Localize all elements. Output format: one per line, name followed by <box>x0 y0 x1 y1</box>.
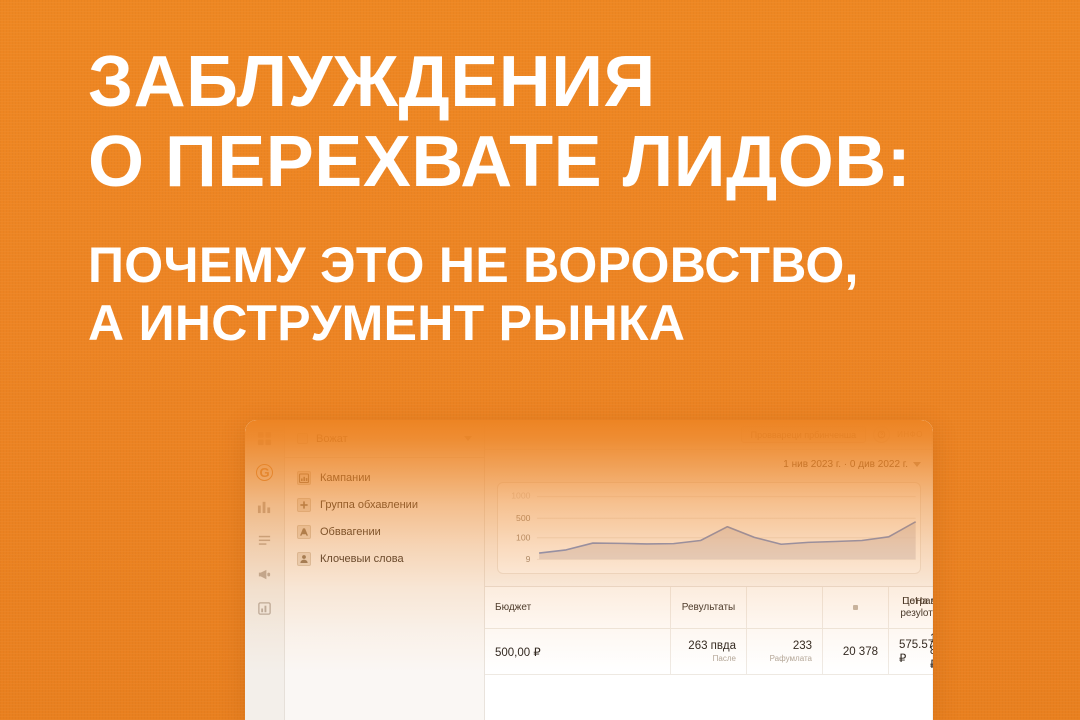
top-toolbar: Проввареци прбинченша ИНФО <box>485 420 933 450</box>
nav-item-campaigns[interactable]: Кампании <box>285 464 484 491</box>
cost-value: 575.57 ₽ <box>899 638 933 665</box>
preview-button[interactable]: Проввареци прбинченша <box>740 426 867 443</box>
y-tick-label: 100 <box>516 534 531 543</box>
subheadline-line-2: А ИНСТРУМЕНТ РЫНКА <box>88 295 686 351</box>
grid-icon[interactable] <box>256 430 273 447</box>
cell-results-1: 263 пвда Пасле <box>671 629 747 674</box>
th-cost-per-result[interactable]: ЦеНа за резуlотат <box>889 587 933 628</box>
help-circle-icon[interactable] <box>873 426 891 443</box>
nav-list: Кампании Группа обхавлении Обввагении <box>285 458 484 572</box>
metrics-table: Бюджет Ревультаты ЦеНа за резуlотат Потр <box>485 586 933 720</box>
th-label: Потраменняа <box>902 595 933 607</box>
ad-icon <box>297 524 311 539</box>
account-avatar <box>297 433 308 444</box>
main-column: Проввареци прбинченша ИНФО 1 нив 2023 г.… <box>485 420 933 720</box>
cell-cost-per-result: 575.57 ₽ <box>889 629 933 674</box>
plus-square-icon <box>297 497 311 512</box>
date-range-value[interactable]: 1 нив 2023 г. · 0 див 2022 г. <box>783 458 908 470</box>
table-empty-row <box>485 675 933 715</box>
results-sublabel: Рафумлата <box>769 654 812 663</box>
nav-item-ads[interactable]: Обввагении <box>285 518 484 545</box>
y-tick-label: 9 <box>526 556 531 565</box>
sort-icon <box>853 605 858 610</box>
chart-card: 1000 500 100 9 <box>497 482 921 574</box>
subheadline-line-1: ПОЧЕМУ ЭТО НЕ ВОРОВСТВО, <box>88 237 859 293</box>
report-icon[interactable] <box>256 600 273 617</box>
chevron-down-icon[interactable] <box>913 461 921 467</box>
th-label: Ревультаты <box>681 601 736 613</box>
results-value: 263 пвда <box>688 640 736 652</box>
account-name: Вожат <box>316 432 348 445</box>
account-selector[interactable]: Вожат <box>285 420 484 458</box>
table-row[interactable]: 500,00 ₽ 263 пвда Пасле 233 Рафумлата 20… <box>485 629 933 675</box>
nav-label: Кампании <box>320 471 371 484</box>
cell-results-3: 20 378 <box>823 629 889 674</box>
y-tick-label: 1000 <box>511 492 531 501</box>
date-range-bar: 1 нив 2023 г. · 0 див 2022 г. <box>485 450 933 478</box>
results-value: 233 <box>792 640 812 652</box>
th-budget[interactable]: Бюджет <box>485 587 671 628</box>
th-sort-indicator[interactable] <box>823 587 889 628</box>
nav-label: Группа обхавлении <box>320 498 418 511</box>
headline-line-1: ЗАБЛУЖДЕНИЯ <box>88 42 656 122</box>
cell-results-2: 233 Рафумлата <box>747 629 823 674</box>
results-sublabel: Пасле <box>712 654 736 663</box>
th-label: Бюджет <box>495 601 532 613</box>
table-header-row: Бюджет Ревультаты ЦеНа за резуlотат Потр <box>485 587 933 629</box>
spent-value: 187 805.44 ₽ <box>930 633 933 671</box>
headline-line-2: О ПЕРЕХВАТЕ ЛИДОВ: <box>88 122 912 202</box>
nav-label: Клочевыи слова <box>320 552 404 565</box>
icon-rail[interactable]: G <box>245 420 285 720</box>
nav-label: Обввагении <box>320 525 381 538</box>
y-tick-label: 500 <box>516 515 531 524</box>
budget-value: 500,00 ₽ <box>495 646 541 659</box>
dashboard-mockup: G Вожат <box>245 420 933 720</box>
dashboard-surface: G Вожат <box>245 420 933 720</box>
chevron-down-icon[interactable] <box>464 436 472 441</box>
performance-area-chart: 1000 500 100 9 <box>511 492 917 565</box>
nav-item-adgroups[interactable]: Группа обхавлении <box>285 491 484 518</box>
impressions-value: 20 378 <box>842 645 878 658</box>
user-chip[interactable]: ИНФО <box>897 430 923 439</box>
cell-budget: 500,00 ₽ <box>485 629 671 674</box>
th-label: резуlотат <box>900 607 933 619</box>
th-results[interactable]: Ревультаты <box>671 587 747 628</box>
megaphone-icon[interactable] <box>256 566 273 583</box>
list-icon[interactable] <box>256 532 273 549</box>
page-title: ЗАБЛУЖДЕНИЯ О ПЕРЕХВАТЕ ЛИДОВ: ПОЧЕМУ ЭТ… <box>88 46 988 350</box>
campaign-icon <box>297 470 311 485</box>
keyword-icon <box>297 551 311 566</box>
nav-column: Вожат Кампании Группа обхавлении <box>285 420 485 720</box>
nav-item-keywords[interactable]: Клочевыи слова <box>285 545 484 572</box>
th-results-spacer <box>747 587 823 628</box>
subheadline: ПОЧЕМУ ЭТО НЕ ВОРОВСТВО, А ИНСТРУМЕНТ РЫ… <box>88 238 988 350</box>
brand-g-icon[interactable]: G <box>256 464 273 481</box>
bar-chart-icon[interactable] <box>256 498 273 515</box>
